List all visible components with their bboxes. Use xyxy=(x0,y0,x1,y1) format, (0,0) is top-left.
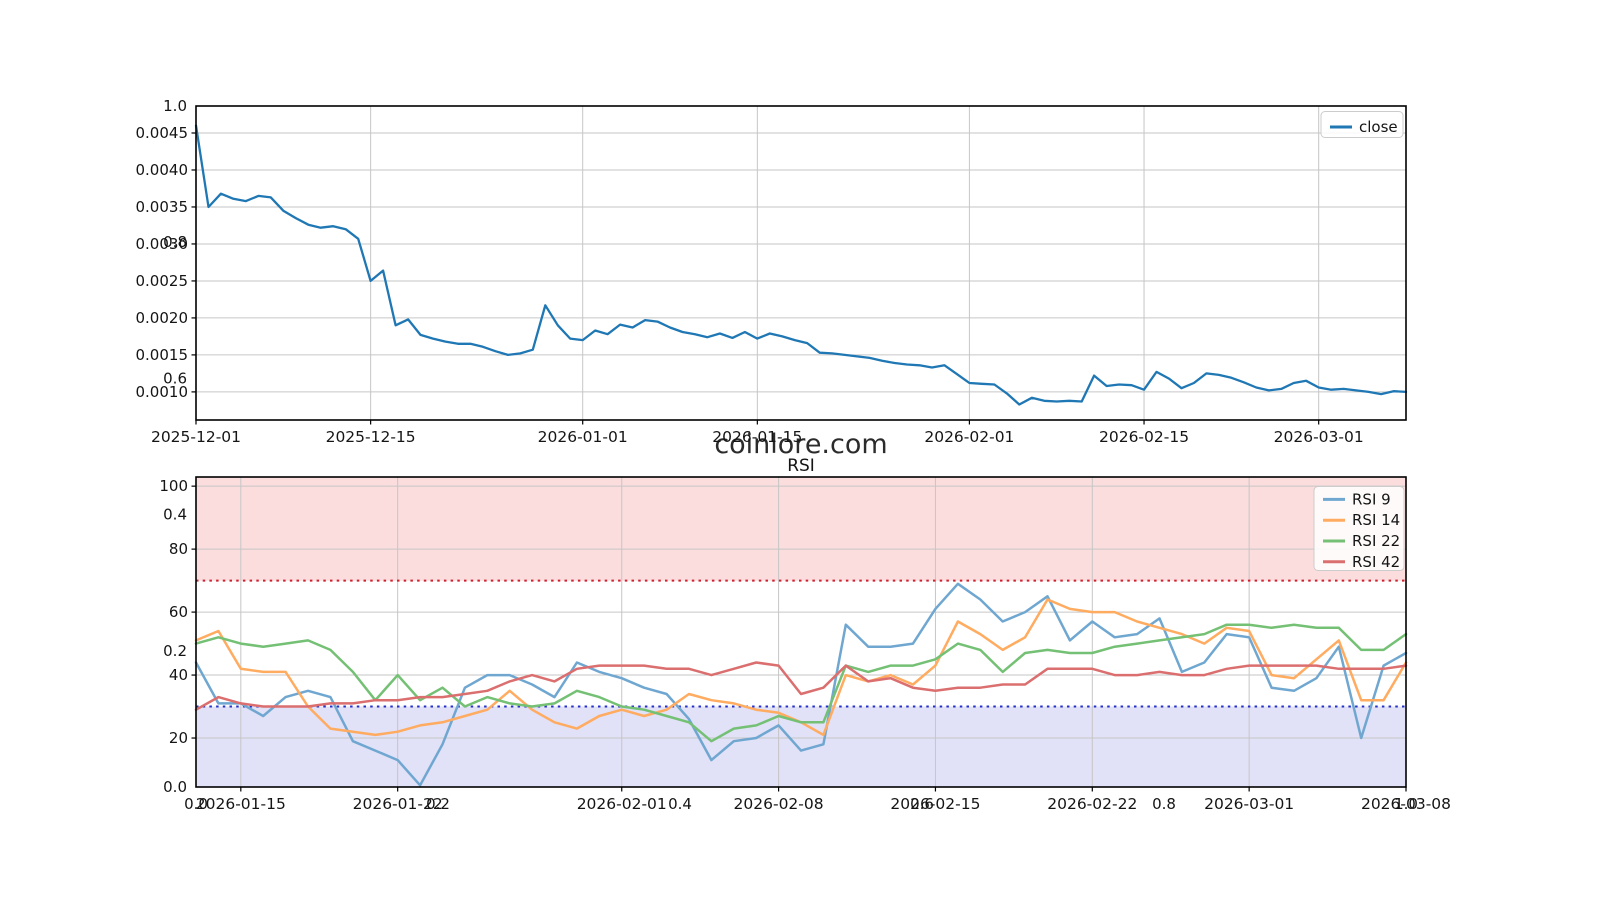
svg-text:2026-03-01: 2026-03-01 xyxy=(1274,428,1364,446)
svg-text:1.0: 1.0 xyxy=(1394,795,1418,813)
svg-text:100: 100 xyxy=(159,477,188,495)
svg-text:2026-01-22: 2026-01-22 xyxy=(353,795,443,813)
price-tick-labels: 2025-12-01 2025-12-15 2026-01-01 2026-01-15… xyxy=(136,124,1364,446)
svg-text:2026-02-22: 2026-02-22 xyxy=(1047,795,1137,813)
rsi-legend-label-4: RSI 42 xyxy=(1352,553,1400,571)
price-chart: 2025-12-01 2025-12-15 2026-01-01 2026-01-15… xyxy=(136,105,1408,446)
rsi-chart: 2026-01-15 2026-01-22 2026-02-01 2026-02-08… xyxy=(159,476,1451,813)
svg-text:2026-01-01: 2026-01-01 xyxy=(538,428,628,446)
rsi-rsi-42-line xyxy=(194,661,1408,711)
overbought-band xyxy=(196,477,1406,581)
svg-text:0.0040: 0.0040 xyxy=(136,161,189,179)
rsi-legend-label-2: RSI 14 xyxy=(1352,511,1400,529)
svg-text:0.8: 0.8 xyxy=(163,233,187,251)
watermark: coinlore.com xyxy=(714,429,887,460)
rsi-rsi-22-line xyxy=(194,623,1408,743)
rsi-legend: RSI 9 RSI 14 RSI 22 RSI 42 xyxy=(1313,486,1405,571)
svg-text:0.0010: 0.0010 xyxy=(136,383,189,401)
svg-text:2026-02-01: 2026-02-01 xyxy=(577,795,667,813)
svg-text:60: 60 xyxy=(169,603,188,621)
svg-text:20: 20 xyxy=(169,729,188,747)
svg-text:0.8: 0.8 xyxy=(1152,795,1176,813)
svg-text:0.4: 0.4 xyxy=(163,506,187,524)
rsi-axes-border xyxy=(195,476,1407,788)
price-axes-border xyxy=(195,105,1407,421)
svg-text:0.0020: 0.0020 xyxy=(136,309,189,327)
oversold-band xyxy=(196,706,1406,787)
price-legend-label-1: close xyxy=(1359,118,1398,136)
svg-text:2026-01-15: 2026-01-15 xyxy=(196,795,286,813)
svg-text:2026-01-15: 2026-01-15 xyxy=(712,428,802,446)
price-gridlines xyxy=(195,106,1406,420)
svg-text:0.4: 0.4 xyxy=(668,795,692,813)
svg-text:2025-12-01: 2025-12-01 xyxy=(151,428,241,446)
svg-text:2026-02-08: 2026-02-08 xyxy=(734,795,824,813)
svg-text:1.0: 1.0 xyxy=(163,97,187,115)
svg-text:40: 40 xyxy=(169,666,188,684)
svg-text:0.0045: 0.0045 xyxy=(136,124,189,142)
svg-text:2026-02-01: 2026-02-01 xyxy=(924,428,1014,446)
svg-text:0.0025: 0.0025 xyxy=(136,272,189,290)
svg-text:0.2: 0.2 xyxy=(426,795,450,813)
ghost-axis-labels: 1.0 0.8 0.6 0.4 0.2 0.00.0 0.2 0.4 0.6 0.8 1.0 xyxy=(163,97,1418,813)
rsi-legend-label-1: RSI 9 xyxy=(1352,490,1391,508)
price-legend: close xyxy=(1320,111,1404,138)
svg-text:0.6: 0.6 xyxy=(163,369,187,387)
svg-text:2026-02-15: 2026-02-15 xyxy=(890,795,980,813)
rsi-tick-labels: 2026-01-15 2026-01-22 2026-02-01 2026-02-08… xyxy=(159,477,1451,813)
rsi-legend-label-3: RSI 22 xyxy=(1352,532,1400,550)
svg-text:0.0030: 0.0030 xyxy=(136,235,189,253)
svg-text:0.6: 0.6 xyxy=(910,795,934,813)
close-line xyxy=(194,124,1408,406)
svg-text:0.0035: 0.0035 xyxy=(136,198,189,216)
rsi-panel-title: RSI xyxy=(787,456,815,476)
svg-text:80: 80 xyxy=(169,540,188,558)
svg-text:0.2: 0.2 xyxy=(163,642,187,660)
svg-text:2026-02-15: 2026-02-15 xyxy=(1099,428,1189,446)
svg-text:2026-03-08: 2026-03-08 xyxy=(1361,795,1451,813)
rsi-rsi-9-line xyxy=(194,582,1408,787)
svg-text:0.0: 0.0 xyxy=(163,778,187,796)
svg-text:2025-12-15: 2025-12-15 xyxy=(326,428,416,446)
svg-text:0.0015: 0.0015 xyxy=(136,346,189,364)
svg-text:0.0: 0.0 xyxy=(184,795,208,813)
svg-text:2026-03-01: 2026-03-01 xyxy=(1204,795,1294,813)
